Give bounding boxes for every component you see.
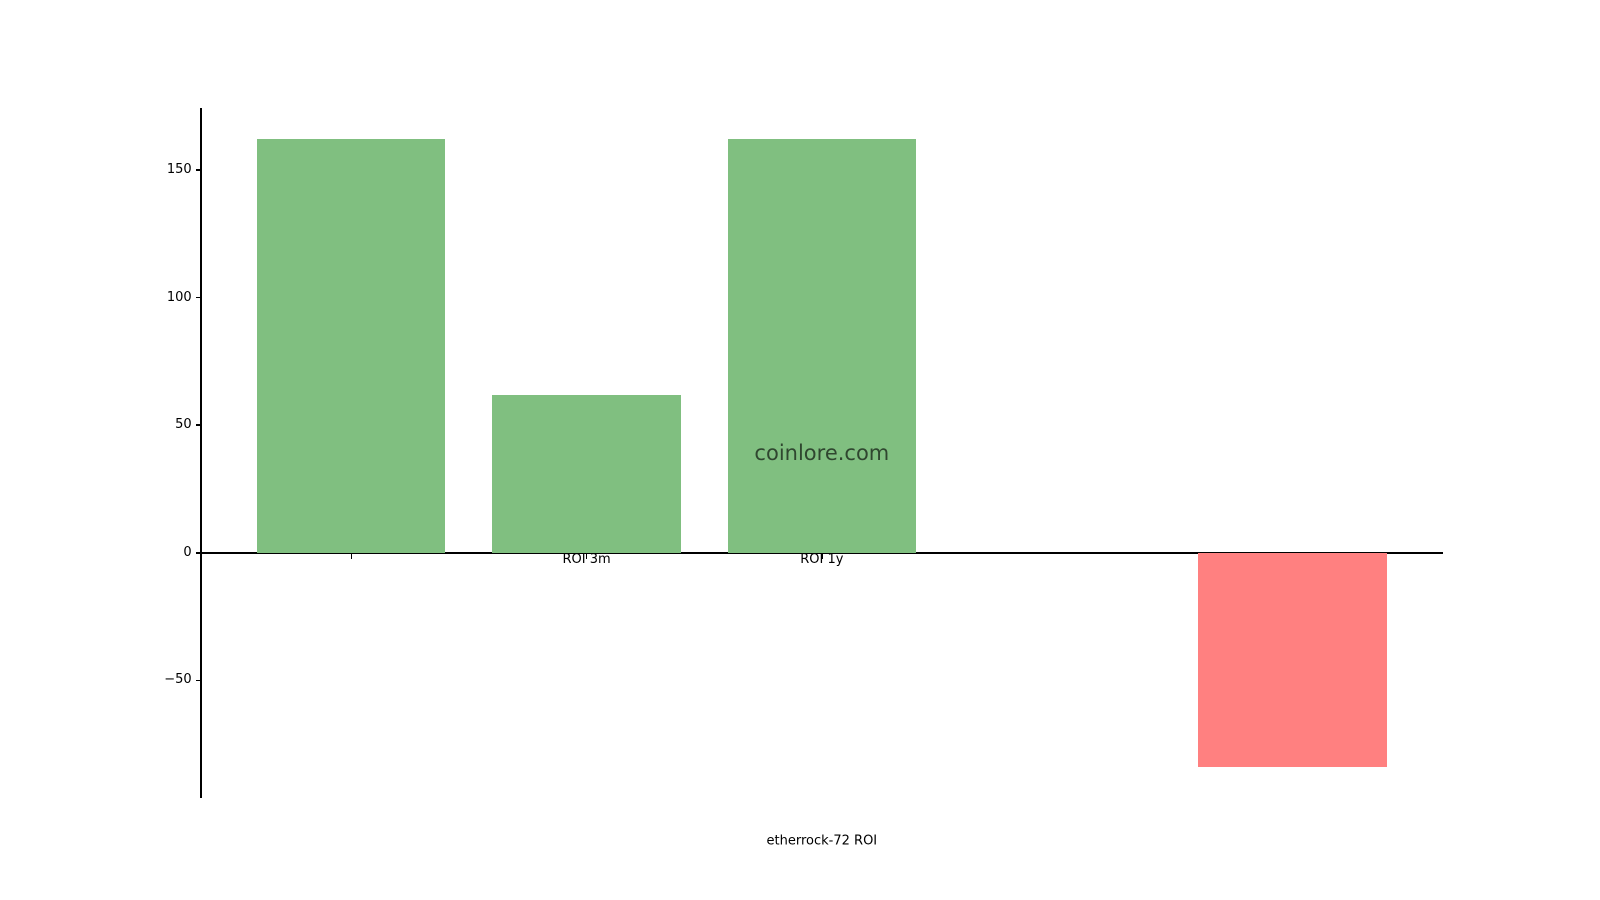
y-tick-mark: [195, 169, 201, 171]
x-tick-mark: [585, 553, 588, 559]
x-tick-mark: [821, 553, 823, 559]
watermark-text: coinlore.com: [754, 441, 890, 466]
chart-xlabel: etherrock-72 ROI: [766, 833, 878, 849]
x-axis-zero-line: [200, 552, 1443, 554]
y-tick-mark: [195, 296, 201, 299]
x-tick-mark: [350, 553, 353, 559]
y-tick-label: 50: [175, 417, 192, 433]
bar-negative: [1198, 552, 1387, 768]
bar-positive: [492, 394, 681, 553]
y-tick-mark: [195, 552, 201, 554]
y-tick-label: 100: [166, 289, 192, 305]
y-tick-label: −50: [164, 672, 192, 688]
x-tick-label: ROI 1y: [800, 551, 844, 567]
y-tick-label: 150: [166, 162, 192, 177]
x-tick-label: ROI 3m: [562, 551, 611, 567]
y-tick-mark: [195, 679, 201, 682]
bar-positive: [727, 139, 916, 553]
y-tick-label: 0: [183, 544, 192, 560]
bar-positive: [257, 139, 446, 553]
y-axis-spine: [200, 108, 202, 798]
y-tick-mark: [195, 424, 201, 426]
